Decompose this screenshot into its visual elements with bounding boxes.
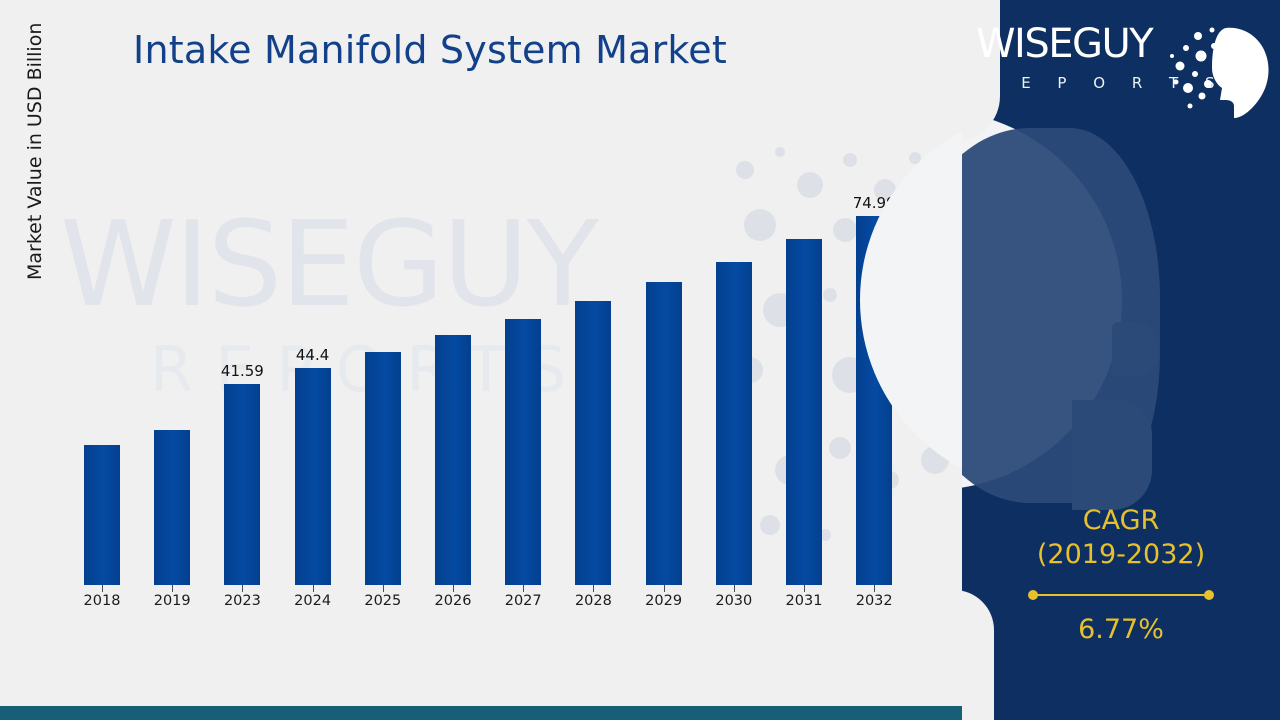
- x-axis-label-2024: 2024: [294, 593, 332, 609]
- cagr-value: 6.77%: [1078, 613, 1164, 645]
- cagr-label: CAGR: [1082, 505, 1160, 536]
- x-axis-label-2028: 2028: [574, 593, 612, 609]
- head-nose-shape: [1112, 322, 1158, 376]
- x-axis-label-2031: 2031: [785, 593, 823, 609]
- bar-2031: [786, 239, 822, 585]
- cagr-divider-line: [1033, 593, 1209, 596]
- x-axis-tick-2023: [242, 585, 244, 592]
- x-axis-tick-2018: [102, 585, 103, 592]
- bar-value-label-2023: 41.59: [220, 362, 264, 380]
- x-axis-tick-2030: [733, 585, 735, 592]
- x-axis-label-2026: 2026: [434, 593, 472, 609]
- bar-2025: [364, 352, 401, 585]
- x-axis-label-2030: 2030: [715, 593, 753, 609]
- head-chin-shape: [1072, 400, 1152, 510]
- cagr-range: (2019-2032): [1036, 538, 1206, 570]
- bar-2018: [84, 445, 120, 585]
- x-axis-label-2018: 2018: [83, 593, 121, 609]
- logo-tagline: R E P O R T S: [984, 74, 1226, 92]
- x-axis-line: [70, 585, 930, 586]
- x-axis-label-2029: 2029: [645, 593, 683, 609]
- brand-side-panel: WISEGUY R E P O R T S CAGR (2019-2032): [962, 0, 1280, 720]
- bar-2030: [715, 262, 752, 585]
- x-axis-tick-2029: [663, 585, 665, 592]
- cagr-block: CAGR (2019-2032) 6.77%: [962, 504, 1280, 645]
- cagr-divider-dot-right: [1204, 589, 1214, 600]
- x-axis-tick-2027: [523, 585, 525, 592]
- x-axis-label-2023: 2023: [223, 593, 261, 609]
- x-axis-tick-2026: [453, 585, 454, 592]
- y-axis-label: Market Value in USD Billion: [24, 22, 46, 280]
- bar-2029: [645, 282, 682, 585]
- x-axis-label-2027: 2027: [504, 593, 542, 609]
- panel-corner-wedge-bottom: [962, 590, 994, 720]
- chart-panel: Intake Manifold System Market WISEGUY RE…: [0, 22, 962, 720]
- x-axis-tick-2028: [593, 585, 595, 592]
- bar-2028: [575, 301, 612, 585]
- logo-head-profile-icon: [1170, 27, 1269, 118]
- bar-2023: [224, 384, 261, 585]
- x-axis-tick-2019: [172, 585, 174, 592]
- logo-wordmark: WISEGUY: [976, 21, 1154, 67]
- x-axis-label-2019: 2019: [153, 593, 191, 609]
- bar-value-label-2024: 44.4: [295, 346, 330, 364]
- cagr-divider: [1028, 589, 1214, 600]
- x-axis-label-2032: 2032: [855, 593, 893, 609]
- x-axis-tick-2031: [804, 585, 805, 592]
- panel-corner-wedge-top: [962, 0, 1000, 142]
- bar-2026: [435, 335, 471, 585]
- plot-area: 41.59 44.4 74.99: [70, 150, 930, 585]
- bar-2027: [505, 319, 542, 585]
- x-axis-tick-2032: [874, 585, 876, 592]
- x-axis-tick-2025: [382, 585, 384, 592]
- bar-2019: [154, 430, 191, 585]
- x-axis-label-2025: 2025: [364, 593, 402, 609]
- page-title: Intake Manifold System Market: [133, 28, 727, 72]
- bottom-accent-strip: [0, 706, 962, 720]
- brand-logo[interactable]: WISEGUY R E P O R T S: [976, 21, 1276, 118]
- bar-2024: [294, 368, 331, 585]
- x-axis-tick-2024: [312, 585, 314, 592]
